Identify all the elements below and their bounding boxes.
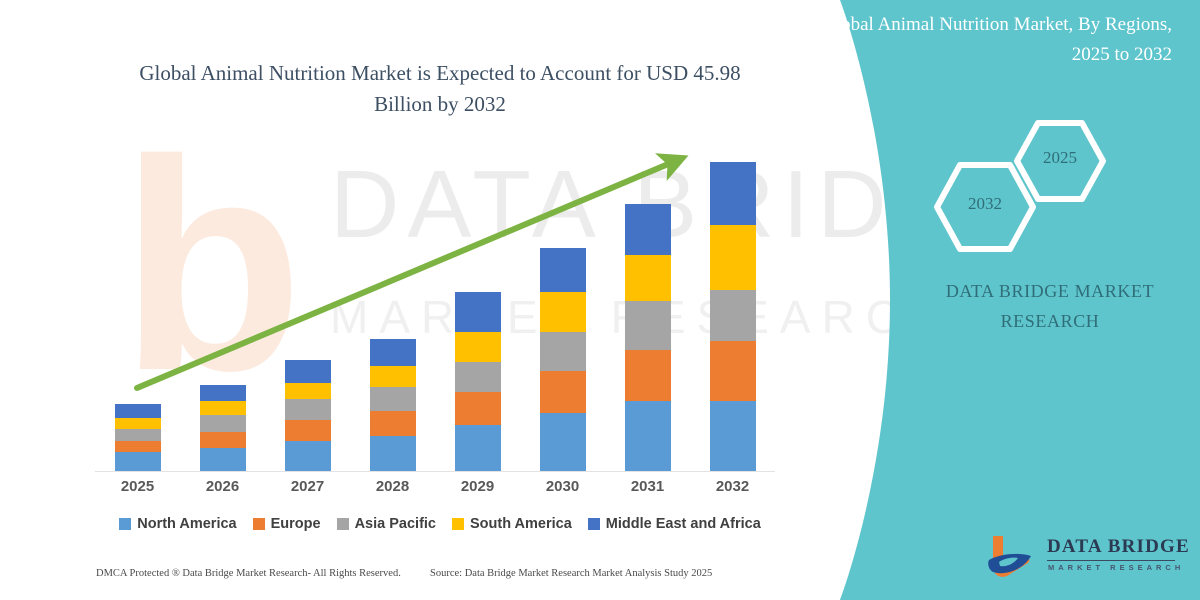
- bar-segment-europe[interactable]: [114, 440, 161, 453]
- hexagon-outline-icon: [1014, 120, 1106, 202]
- hexagon-badge-2025: 2025: [1012, 118, 1108, 204]
- bar-segment-europe[interactable]: [709, 340, 756, 402]
- legend-swatch-icon: [119, 518, 132, 530]
- bar-segment-north-america[interactable]: [284, 440, 331, 471]
- bar-segment-north-america[interactable]: [114, 452, 161, 471]
- x-tick-2027: 2027: [290, 478, 325, 495]
- bar-segment-europe[interactable]: [624, 350, 671, 402]
- bar-2026[interactable]: [199, 385, 246, 471]
- bar-segment-north-america[interactable]: [624, 401, 671, 471]
- bar-2031[interactable]: [624, 203, 671, 471]
- bar-segment-north-america[interactable]: [709, 401, 756, 471]
- legend-item-asia-pacific[interactable]: Asia Pacific: [336, 516, 436, 532]
- x-tick-2032: 2032: [715, 478, 750, 495]
- bar-segment-middle-east-and-africa[interactable]: [199, 385, 246, 402]
- x-axis: 2025 2026 2027 2028 2029 2030 2031 2032: [95, 478, 775, 502]
- bar-segment-asia-pacific[interactable]: [199, 415, 246, 432]
- bar-segment-north-america[interactable]: [369, 436, 416, 471]
- data-bridge-b-icon: [988, 536, 1031, 577]
- hexagon-outline-icon: [934, 162, 1036, 252]
- logo-title: DATA BRIDGE: [1047, 536, 1190, 557]
- legend-label: South America: [470, 516, 572, 532]
- bar-segment-north-america[interactable]: [539, 412, 586, 471]
- bar-segment-middle-east-and-africa[interactable]: [539, 248, 586, 293]
- legend-label: Asia Pacific: [354, 516, 436, 532]
- bar-segment-middle-east-and-africa[interactable]: [369, 338, 416, 367]
- bar-segment-north-america[interactable]: [454, 424, 501, 471]
- bar-2027[interactable]: [284, 359, 331, 471]
- bar-segment-south-america[interactable]: [114, 417, 161, 430]
- bar-segment-asia-pacific[interactable]: [454, 361, 501, 393]
- bar-segment-middle-east-and-africa[interactable]: [624, 203, 671, 255]
- bar-segment-europe[interactable]: [199, 431, 246, 448]
- hexagon-badge-2032: 2032: [932, 160, 1038, 254]
- x-tick-2029: 2029: [460, 478, 495, 495]
- bar-segment-middle-east-and-africa[interactable]: [114, 403, 161, 418]
- bar-segment-south-america[interactable]: [454, 331, 501, 362]
- legend-item-middle-east-and-africa[interactable]: Middle East and Africa: [587, 516, 761, 532]
- bar-segment-middle-east-and-africa[interactable]: [709, 162, 756, 225]
- bar-segment-middle-east-and-africa[interactable]: [284, 359, 331, 383]
- chart-title: Global Animal Nutrition Market is Expect…: [139, 61, 741, 116]
- dmca-notice: DMCA Protected ® Data Bridge Market Rese…: [96, 568, 401, 579]
- bar-segment-asia-pacific[interactable]: [709, 289, 756, 341]
- x-tick-2028: 2028: [375, 478, 410, 495]
- panel-title: Global Animal Nutrition Market, By Regio…: [822, 14, 1172, 65]
- bar-segment-europe[interactable]: [539, 371, 586, 413]
- legend-label: Europe: [270, 516, 321, 532]
- source-note: Source: Data Bridge Market Research Mark…: [430, 568, 713, 579]
- hexagon-label-2032: 2032: [968, 194, 1002, 213]
- bar-segment-south-america[interactable]: [199, 401, 246, 416]
- bar-2029[interactable]: [454, 292, 501, 471]
- bar-segment-asia-pacific[interactable]: [624, 301, 671, 351]
- brand-panel: [780, 0, 1200, 600]
- legend-item-south-america[interactable]: South America: [452, 516, 572, 532]
- bar-segment-asia-pacific[interactable]: [369, 387, 416, 411]
- x-tick-2025: 2025: [120, 478, 155, 495]
- bar-segment-asia-pacific[interactable]: [539, 331, 586, 372]
- bar-segment-north-america[interactable]: [199, 447, 246, 471]
- chart-legend: North America Europe Asia Pacific South Ame…: [95, 516, 785, 532]
- bar-segment-middle-east-and-africa[interactable]: [454, 292, 501, 332]
- legend-item-north-america[interactable]: North America: [119, 516, 237, 532]
- brand-panel-shape: [840, 0, 1200, 600]
- legend-item-europe[interactable]: Europe: [252, 516, 321, 532]
- logo-subtitle: MARKET RESEARCH: [1048, 563, 1185, 572]
- legend-swatch-icon: [587, 518, 600, 530]
- legend-swatch-icon: [252, 518, 265, 530]
- legend-swatch-icon: [336, 518, 349, 530]
- footer: DMCA Protected ® Data Bridge Market Rese…: [0, 566, 800, 586]
- panel-brand-text: DATA BRIDGE MARKET RESEARCH: [945, 281, 1155, 331]
- data-bridge-logo: DATA BRIDGE MARKET RESEARCH: [985, 532, 1189, 584]
- x-tick-2031: 2031: [630, 478, 665, 495]
- x-tick-2026: 2026: [205, 478, 240, 495]
- hexagon-label-2025: 2025: [1043, 148, 1077, 167]
- bar-segment-europe[interactable]: [454, 392, 501, 425]
- bar-segment-south-america[interactable]: [539, 292, 586, 332]
- logo-divider: [1047, 560, 1175, 561]
- bar-segment-south-america[interactable]: [284, 382, 331, 399]
- legend-label: Middle East and Africa: [605, 516, 761, 532]
- bar-segment-south-america[interactable]: [709, 224, 756, 290]
- bar-segment-south-america[interactable]: [369, 366, 416, 388]
- bar-segment-asia-pacific[interactable]: [114, 429, 161, 441]
- bar-2032[interactable]: [709, 162, 756, 471]
- bar-segment-asia-pacific[interactable]: [284, 399, 331, 420]
- legend-swatch-icon: [452, 518, 464, 530]
- bar-segment-south-america[interactable]: [624, 254, 671, 302]
- bar-2030[interactable]: [539, 248, 586, 471]
- axis-baseline: [95, 471, 775, 472]
- x-tick-2030: 2030: [545, 478, 580, 495]
- bar-segment-europe[interactable]: [369, 410, 416, 437]
- bar-2028[interactable]: [369, 338, 416, 471]
- legend-label: North America: [137, 516, 237, 532]
- plot-area: [95, 140, 775, 472]
- bar-2025[interactable]: [114, 403, 161, 471]
- bar-segment-europe[interactable]: [284, 419, 331, 441]
